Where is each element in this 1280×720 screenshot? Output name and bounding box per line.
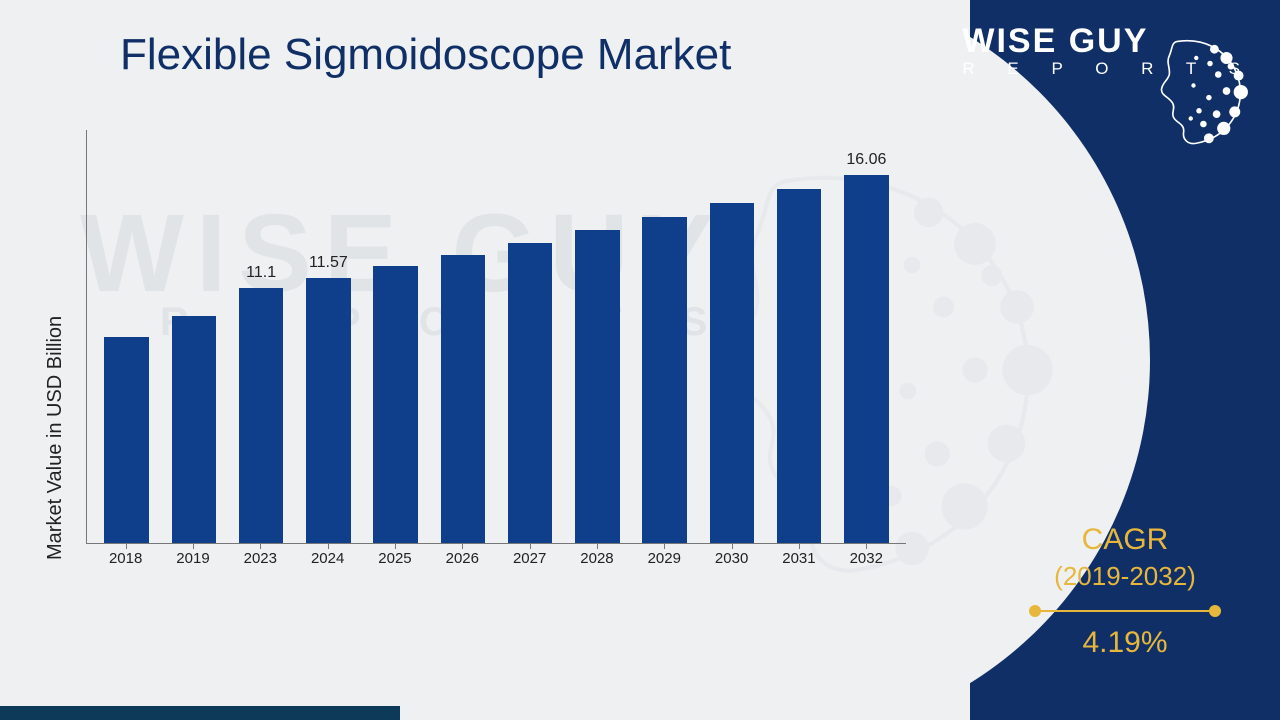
decorative-bottom-bar	[0, 706, 400, 720]
bar-value-label: 16.06	[846, 151, 886, 169]
x-tick: 2029	[631, 544, 698, 570]
x-tick: 2025	[361, 544, 428, 570]
bar-wrap	[362, 130, 429, 543]
plot-area: 11.1 11.57 16.06	[86, 130, 906, 544]
bar	[710, 203, 754, 543]
x-tick: 2028	[563, 544, 630, 570]
x-tick: 2032	[833, 544, 900, 570]
infographic-canvas: WISE GUY R E P O R T S Flexible Sigmoido…	[0, 0, 1280, 720]
x-tick: 2023	[227, 544, 294, 570]
brand-logo: WISE GUY R E P O R T S	[962, 22, 1254, 79]
bar-wrap	[631, 130, 698, 543]
bar-wrap	[93, 130, 160, 543]
bar	[306, 278, 350, 543]
bar	[642, 217, 686, 543]
bar-wrap	[497, 130, 564, 543]
bar	[508, 243, 552, 543]
x-axis: 2018201920232024202520262027202820292030…	[86, 544, 906, 570]
cagr-box: CAGR (2019-2032) 4.19%	[1000, 523, 1250, 660]
x-tick: 2030	[698, 544, 765, 570]
bar-wrap	[698, 130, 765, 543]
bar	[373, 266, 417, 543]
bar-wrap: 11.1	[228, 130, 295, 543]
cagr-title: CAGR	[1000, 523, 1250, 557]
x-tick: 2026	[429, 544, 496, 570]
bar-value-label: 11.57	[309, 254, 348, 272]
bar-wrap	[766, 130, 833, 543]
y-axis-label: Market Value in USD Billion	[44, 316, 67, 560]
bar	[239, 288, 283, 543]
x-tick: 2031	[765, 544, 832, 570]
bar	[172, 316, 216, 543]
x-tick: 2019	[159, 544, 226, 570]
x-tick: 2027	[496, 544, 563, 570]
chart-title: Flexible Sigmoidoscope Market	[120, 30, 731, 80]
cagr-divider	[1035, 610, 1215, 612]
bar-wrap: 11.57	[295, 130, 362, 543]
bar-chart: 11.111.5716.06 2018201920232024202520262…	[86, 130, 906, 570]
brand-head-icon	[1144, 36, 1254, 146]
cagr-value: 4.19%	[1000, 626, 1250, 660]
bar	[844, 175, 888, 543]
bar	[777, 189, 821, 543]
cagr-range: (2019-2032)	[1000, 561, 1250, 592]
bar-wrap: 16.06	[833, 130, 900, 543]
bar	[441, 255, 485, 543]
bars-container: 11.1 11.57 16.06	[87, 130, 906, 543]
x-tick: 2018	[92, 544, 159, 570]
bar-value-label: 11.1	[246, 264, 276, 282]
x-tick: 2024	[294, 544, 361, 570]
bar-wrap	[160, 130, 227, 543]
bar	[575, 230, 619, 543]
bar-wrap	[564, 130, 631, 543]
bar-wrap	[429, 130, 496, 543]
bar	[104, 337, 148, 544]
